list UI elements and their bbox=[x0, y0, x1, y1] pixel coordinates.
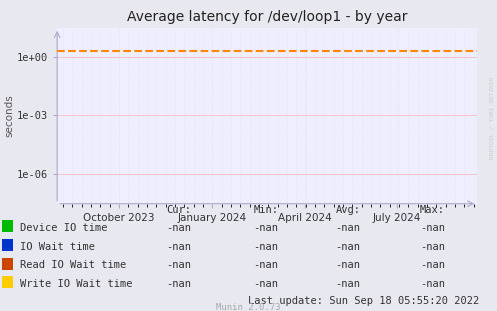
Text: -nan: -nan bbox=[420, 223, 445, 233]
Text: -nan: -nan bbox=[420, 260, 445, 270]
Text: -nan: -nan bbox=[335, 279, 360, 289]
Text: -nan: -nan bbox=[253, 242, 278, 252]
Text: Read IO Wait time: Read IO Wait time bbox=[20, 260, 126, 270]
Text: -nan: -nan bbox=[166, 223, 191, 233]
Text: Cur:: Cur: bbox=[166, 205, 191, 215]
Text: IO Wait time: IO Wait time bbox=[20, 242, 95, 252]
Text: Device IO time: Device IO time bbox=[20, 223, 107, 233]
Text: -nan: -nan bbox=[420, 279, 445, 289]
Text: -nan: -nan bbox=[166, 260, 191, 270]
Text: -nan: -nan bbox=[335, 260, 360, 270]
Text: Min:: Min: bbox=[253, 205, 278, 215]
Text: -nan: -nan bbox=[335, 242, 360, 252]
Y-axis label: seconds: seconds bbox=[4, 95, 14, 137]
Text: Munin 2.0.73: Munin 2.0.73 bbox=[216, 303, 281, 311]
Text: Write IO Wait time: Write IO Wait time bbox=[20, 279, 132, 289]
Text: -nan: -nan bbox=[166, 242, 191, 252]
Text: -nan: -nan bbox=[166, 279, 191, 289]
Text: -nan: -nan bbox=[253, 223, 278, 233]
Text: Last update: Sun Sep 18 05:55:20 2022: Last update: Sun Sep 18 05:55:20 2022 bbox=[248, 296, 480, 306]
Text: -nan: -nan bbox=[253, 279, 278, 289]
Title: Average latency for /dev/loop1 - by year: Average latency for /dev/loop1 - by year bbox=[127, 10, 408, 24]
Text: Avg:: Avg: bbox=[335, 205, 360, 215]
Text: -nan: -nan bbox=[335, 223, 360, 233]
Text: RRDTOOL / TOBI OETIKER: RRDTOOL / TOBI OETIKER bbox=[490, 77, 495, 160]
Text: Max:: Max: bbox=[420, 205, 445, 215]
Text: -nan: -nan bbox=[253, 260, 278, 270]
Text: -nan: -nan bbox=[420, 242, 445, 252]
